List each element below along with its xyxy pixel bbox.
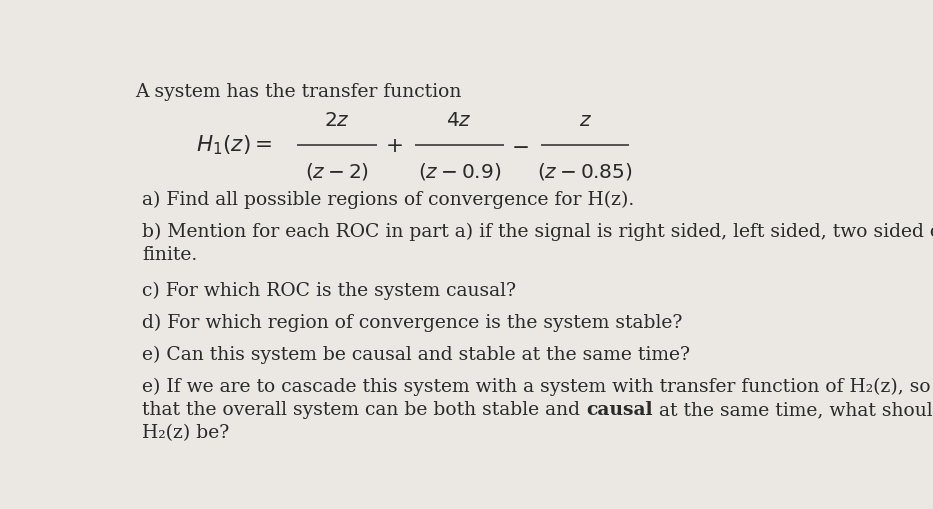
Text: d) For which region of convergence is the system stable?: d) For which region of convergence is th… — [142, 313, 682, 331]
Text: causal: causal — [586, 401, 652, 418]
Text: $(z-2)$: $(z-2)$ — [305, 160, 369, 181]
Text: e) Can this system be causal and stable at the same time?: e) Can this system be causal and stable … — [142, 345, 689, 363]
Text: e) If we are to cascade this system with a system with transfer function of H₂(z: e) If we are to cascade this system with… — [142, 378, 930, 395]
Text: finite.: finite. — [142, 246, 197, 264]
Text: that the overall system can be both stable and: that the overall system can be both stab… — [142, 401, 586, 418]
Text: at the same time, what should: at the same time, what should — [652, 401, 933, 418]
Text: b) Mention for each ROC in part a) if the signal is right sided, left sided, two: b) Mention for each ROC in part a) if th… — [142, 222, 933, 241]
Text: H₂(z) be?: H₂(z) be? — [142, 423, 230, 442]
Text: a) Find all possible regions of convergence for H(z).: a) Find all possible regions of converge… — [142, 190, 634, 209]
Text: $-$: $-$ — [511, 135, 529, 155]
Text: $(z-0.85)$: $(z-0.85)$ — [537, 160, 633, 181]
Text: $2z$: $2z$ — [325, 110, 350, 129]
Text: c) For which ROC is the system causal?: c) For which ROC is the system causal? — [142, 281, 516, 299]
Text: $+$: $+$ — [384, 135, 402, 155]
Text: A system has the transfer function: A system has the transfer function — [134, 82, 461, 101]
Text: $(z-0.9)$: $(z-0.9)$ — [418, 160, 501, 181]
Text: $z$: $z$ — [578, 110, 592, 129]
Text: $H_1(z) =$: $H_1(z) =$ — [196, 133, 272, 157]
Text: $4z$: $4z$ — [447, 110, 472, 129]
